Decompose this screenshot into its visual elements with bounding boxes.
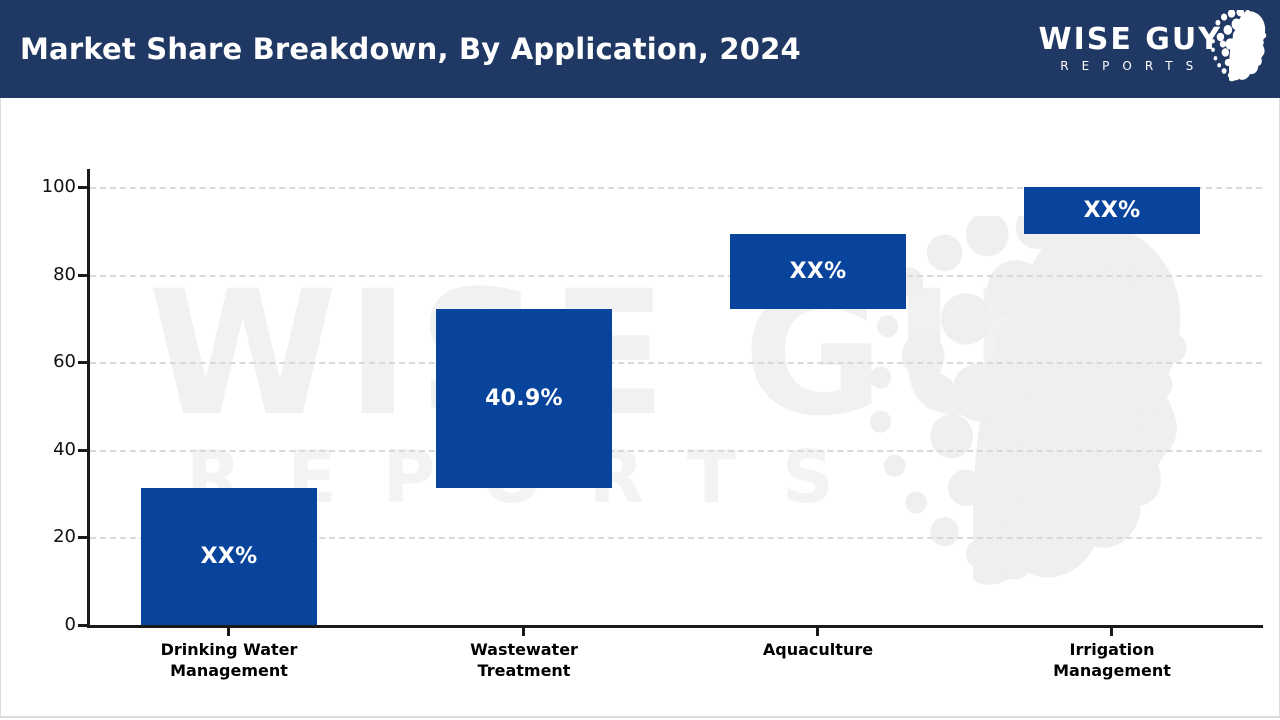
y-tick-label: 100 — [41, 176, 76, 197]
bar-value-label: XX% — [200, 543, 258, 569]
y-tick-label: 20 — [53, 526, 76, 548]
gridline-40 — [90, 449, 1262, 452]
gridline-60 — [90, 362, 1262, 365]
y-tick-label: 0 — [64, 614, 76, 635]
title-bar: Market Share Breakdown, By Application, … — [0, 0, 1280, 98]
brand-subtitle: REPORTS — [1060, 59, 1207, 73]
bar-value-label: 40.9% — [485, 385, 563, 411]
brand-logo: WISE GUY REPORTS — [1038, 10, 1270, 88]
x-category-line: Aquaculture — [762, 640, 874, 659]
gridline-20 — [90, 537, 1262, 540]
bar-irrigation-management: XX% — [1024, 187, 1200, 235]
x-category-label: Drinking Water Management — [99, 639, 359, 681]
gridline-100 — [90, 187, 1262, 189]
x-category-label: Irrigation Management — [982, 639, 1242, 681]
x-category-line: Irrigation — [1069, 640, 1155, 659]
y-tick-label: 40 — [53, 438, 76, 460]
x-tick — [816, 628, 819, 636]
x-tick — [1110, 628, 1113, 636]
y-tick — [78, 536, 87, 540]
gridline-80 — [90, 274, 1262, 277]
brand-logo-text: WISE GUY REPORTS — [1038, 22, 1222, 74]
bar-value-label: XX% — [789, 259, 847, 285]
x-category-label: Wastewater Treatment — [394, 639, 654, 681]
bar-wastewater-treatment: 40.9% — [436, 308, 612, 488]
x-tick — [522, 628, 525, 636]
bottom-border-line — [0, 716, 1280, 718]
x-tick — [227, 628, 230, 636]
y-tick-label: 80 — [53, 263, 76, 285]
bar-drinking-water-management: XX% — [141, 487, 317, 625]
y-tick — [78, 448, 87, 452]
x-category-label: Aquaculture — [688, 639, 948, 660]
bar-value-label: XX% — [1083, 198, 1141, 224]
bar-aquaculture: XX% — [730, 234, 906, 309]
plot-area: 100 80 60 40 20 0 XX% 40.9% XX% XX% Drin… — [42, 169, 1263, 680]
y-tick — [78, 361, 87, 365]
x-category-line: Management — [170, 661, 288, 680]
y-tick-label: 60 — [53, 351, 76, 373]
y-tick — [78, 623, 87, 627]
x-category-line: Treatment — [477, 661, 571, 680]
x-axis-line — [87, 625, 1263, 628]
x-category-line: Management — [1053, 661, 1171, 680]
x-category-line: Drinking Water — [160, 640, 298, 659]
left-border-line — [0, 98, 1, 716]
y-tick — [78, 273, 87, 277]
y-tick — [78, 186, 87, 189]
y-axis-line — [87, 169, 90, 628]
brand-name: WISE GUY — [1038, 22, 1222, 57]
page-title: Market Share Breakdown, By Application, … — [20, 32, 801, 66]
x-category-line: Wastewater — [470, 640, 578, 659]
brand-head-icon — [1211, 10, 1267, 82]
